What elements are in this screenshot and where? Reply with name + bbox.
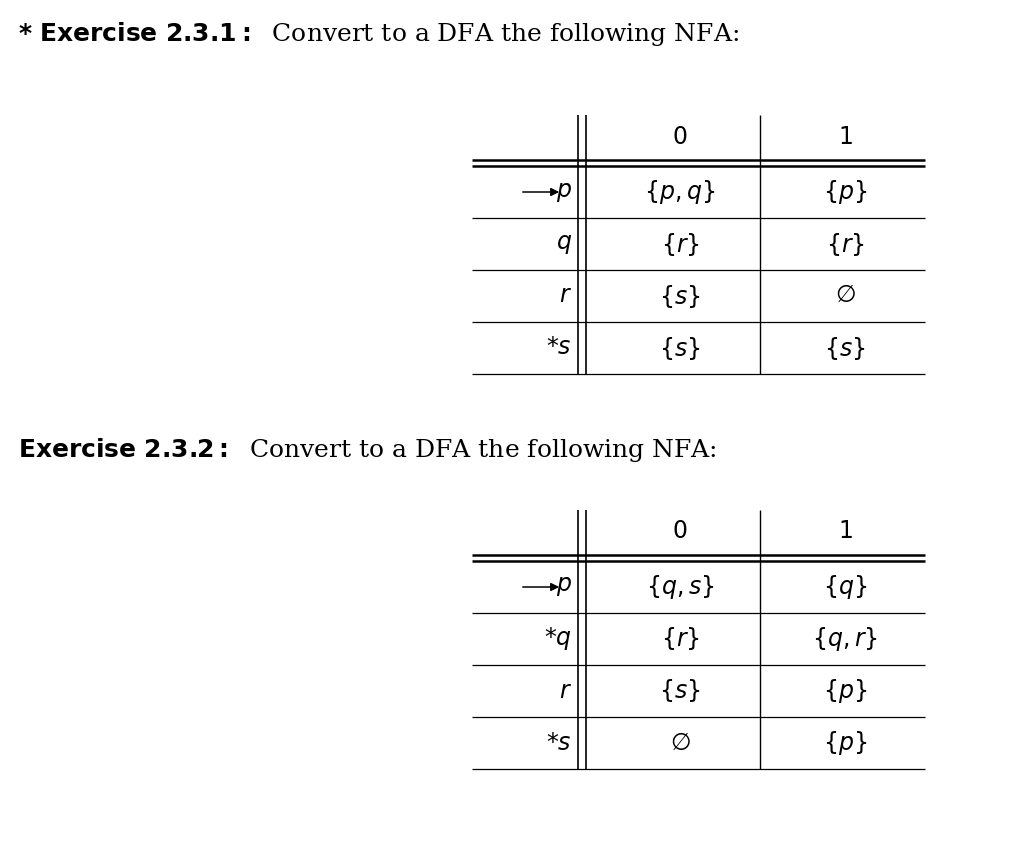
Text: $1$: $1$: [838, 521, 852, 544]
Text: $p$: $p$: [556, 575, 572, 598]
Text: $\{p,q\}$: $\{p,q\}$: [644, 178, 716, 206]
Text: $\mathbf{Exercise\ 2.3.2}$$\mathbf{:}$  Convert to a DFA the following NFA:: $\mathbf{Exercise\ 2.3.2}$$\mathbf{:}$ C…: [18, 436, 717, 464]
Text: $r$: $r$: [559, 679, 572, 702]
Text: $\{s\}$: $\{s\}$: [659, 283, 700, 310]
Text: $r$: $r$: [559, 284, 572, 307]
Text: $\emptyset$: $\emptyset$: [835, 284, 855, 307]
Text: $1$: $1$: [838, 125, 852, 149]
Text: $0$: $0$: [673, 125, 688, 149]
Text: $p$: $p$: [556, 180, 572, 203]
Text: $\mathbf{*\ Exercise\ 2.3.1}$$\mathbf{:}$  Convert to a DFA the following NFA:: $\mathbf{*\ Exercise\ 2.3.1}$$\mathbf{:}…: [18, 20, 739, 48]
Text: $q$: $q$: [556, 232, 572, 255]
Text: $\emptyset$: $\emptyset$: [670, 732, 690, 755]
Text: $*\mathit{s}$: $*\mathit{s}$: [547, 336, 572, 359]
Text: $\{r\}$: $\{r\}$: [660, 625, 699, 653]
Text: $\{q,r\}$: $\{q,r\}$: [812, 625, 878, 653]
Text: $\{s\}$: $\{s\}$: [659, 677, 700, 705]
Text: $\{p\}$: $\{p\}$: [823, 677, 867, 705]
Text: $\{r\}$: $\{r\}$: [825, 231, 864, 258]
Text: $\{p\}$: $\{p\}$: [823, 178, 867, 206]
Text: $\{s\}$: $\{s\}$: [659, 334, 700, 362]
Text: $\{q\}$: $\{q\}$: [823, 573, 867, 601]
Text: $*\mathit{q}$: $*\mathit{q}$: [544, 625, 572, 653]
Text: $*\mathit{s}$: $*\mathit{s}$: [547, 732, 572, 755]
Text: $\{s\}$: $\{s\}$: [824, 334, 865, 362]
Text: $\{p\}$: $\{p\}$: [823, 729, 867, 757]
Text: $0$: $0$: [673, 521, 688, 544]
Text: $\{r\}$: $\{r\}$: [660, 231, 699, 258]
Text: $\{q,s\}$: $\{q,s\}$: [646, 573, 715, 601]
